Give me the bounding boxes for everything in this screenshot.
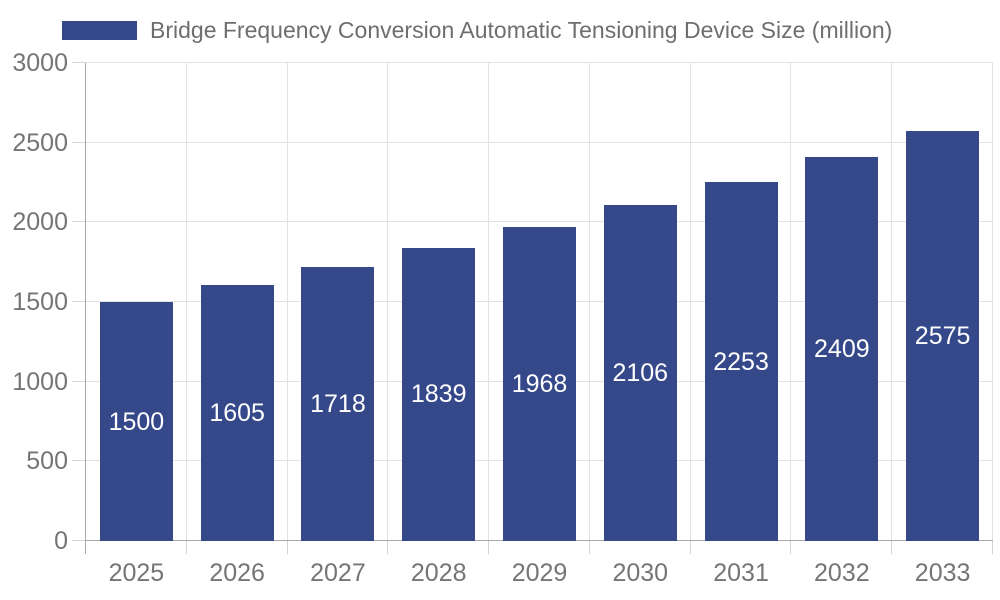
gridline-vertical: [588, 63, 590, 541]
y-axis-tick: [72, 381, 86, 382]
y-axis-tick: [72, 62, 86, 63]
x-axis-label: 2027: [310, 559, 366, 587]
bar[interactable]: [200, 285, 274, 541]
x-axis-label: 2026: [209, 559, 265, 587]
gridline-vertical: [689, 63, 691, 541]
x-axis-tick: [891, 541, 893, 554]
y-axis-label: 2000: [12, 208, 68, 237]
bar[interactable]: [805, 157, 879, 541]
x-axis-label: 2032: [814, 559, 870, 587]
legend[interactable]: Bridge Frequency Conversion Automatic Te…: [62, 16, 892, 44]
x-axis-label: 2033: [914, 559, 971, 587]
y-axis-line: [85, 63, 86, 554]
y-axis-tick: [72, 540, 86, 541]
y-axis-label: 500: [26, 447, 68, 476]
x-axis-tick: [387, 541, 389, 554]
x-axis-label: 2030: [612, 559, 669, 587]
gridline-vertical: [286, 63, 288, 541]
gridline-vertical: [488, 63, 490, 541]
bar[interactable]: [603, 205, 677, 541]
x-axis-label: 2029: [511, 559, 568, 587]
x-axis-label: 2031: [713, 559, 769, 587]
x-axis-tick: [992, 541, 993, 554]
gridline-horizontal: [86, 62, 993, 63]
y-axis-label: 1000: [12, 367, 68, 396]
y-axis-tick: [72, 221, 86, 222]
x-axis-tick: [790, 541, 792, 554]
legend-swatch[interactable]: [62, 20, 137, 40]
gridline-vertical: [891, 63, 893, 541]
x-axis-tick: [588, 541, 590, 554]
x-axis-tick: [488, 541, 490, 554]
y-axis-tick: [72, 142, 86, 143]
y-axis-label: 2500: [12, 128, 68, 157]
gridline-vertical: [185, 63, 187, 541]
bar[interactable]: [301, 267, 375, 541]
bar[interactable]: [99, 302, 173, 541]
y-axis-label: 1500: [12, 288, 68, 316]
gridline-vertical: [790, 63, 792, 541]
y-axis-label: 0: [54, 527, 68, 555]
gridline-horizontal: [86, 141, 993, 143]
bar[interactable]: [906, 130, 980, 541]
y-axis-label: 3000: [12, 49, 68, 77]
bar[interactable]: [402, 247, 476, 541]
x-axis-label: 2025: [108, 559, 165, 587]
legend-label: Bridge Frequency Conversion Automatic Te…: [150, 17, 893, 43]
x-axis-tick: [286, 541, 288, 554]
x-axis-label: 2028: [410, 559, 467, 587]
bar[interactable]: [503, 227, 576, 541]
y-axis-tick: [72, 460, 86, 461]
gridline-vertical: [387, 63, 389, 541]
x-axis-tick: [689, 541, 691, 554]
bar[interactable]: [704, 182, 778, 541]
x-axis-tick: [185, 541, 187, 554]
y-axis-tick: [72, 301, 86, 302]
gridline-vertical: [992, 63, 993, 541]
